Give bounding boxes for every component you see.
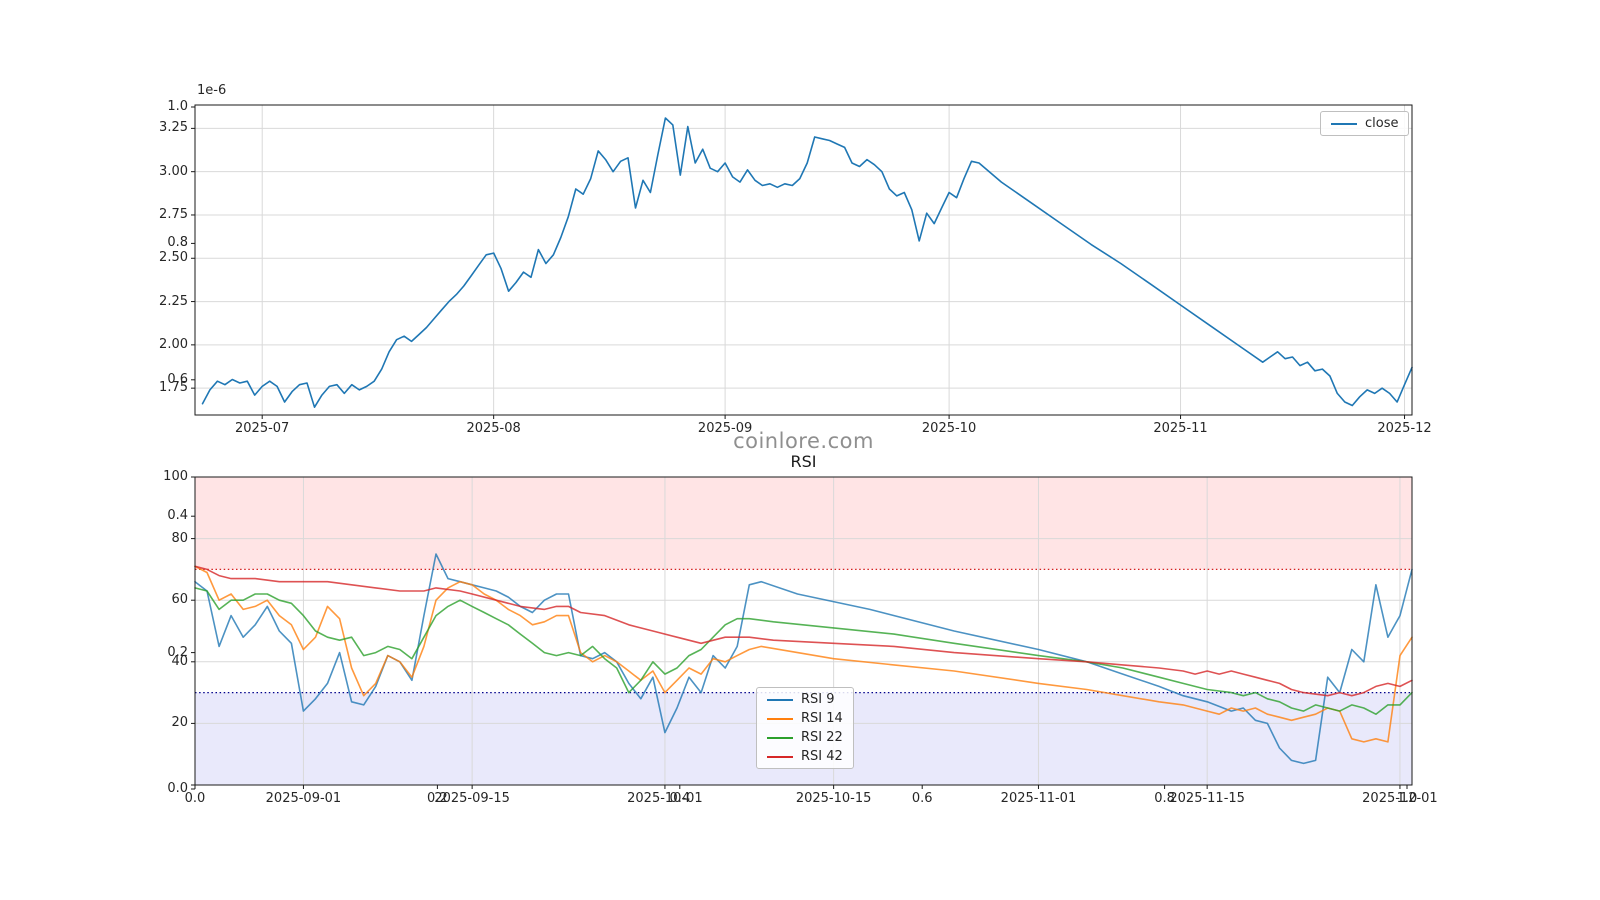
overbought-band xyxy=(195,477,1412,570)
series-rsi-9 xyxy=(194,553,1413,765)
oversold-band xyxy=(195,692,1412,785)
series-rsi-42 xyxy=(194,565,1413,697)
series-rsi-22 xyxy=(194,587,1413,716)
plot-border xyxy=(194,104,1413,416)
plot-border xyxy=(194,476,1413,786)
series-close xyxy=(201,117,1413,409)
